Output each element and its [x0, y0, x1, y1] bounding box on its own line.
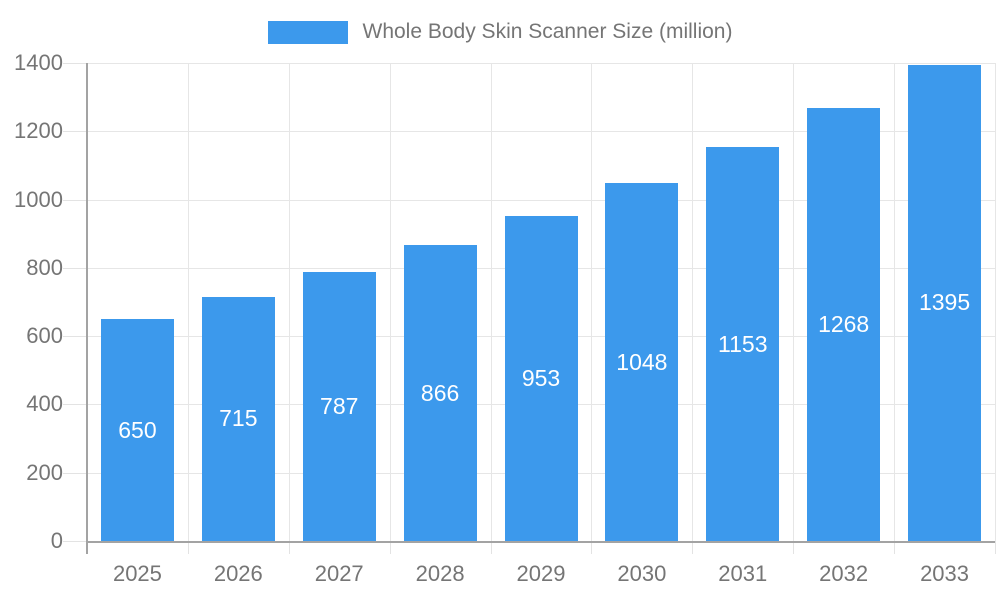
x-axis-tick-label: 2028: [415, 561, 465, 586]
x-axis-tick-label: 2032: [819, 561, 869, 586]
x-axis-tick: [793, 541, 795, 554]
x-axis-tick-label: 2031: [718, 561, 768, 586]
y-axis-tick: [63, 267, 87, 269]
y-axis-tick: [63, 404, 87, 406]
bar-value-label: 1153: [718, 330, 768, 357]
v-gridline: [591, 63, 593, 541]
bar-value-label: 866: [420, 379, 460, 406]
x-axis-tick-label: 2025: [112, 561, 162, 586]
x-axis-tick: [591, 541, 593, 554]
legend-label: Whole Body Skin Scanner Size (million): [362, 20, 733, 43]
x-axis-tick: [288, 541, 290, 554]
x-axis-tick-label: 2029: [516, 561, 566, 586]
x-axis-tick: [692, 541, 694, 554]
v-gridline: [490, 63, 492, 541]
x-axis-tick: [995, 541, 996, 554]
v-gridline: [692, 63, 694, 541]
y-axis-tick: [63, 63, 87, 64]
bar-2029: 953: [504, 215, 578, 541]
y-axis-tick: [63, 131, 87, 133]
y-axis-tick: [63, 472, 87, 474]
y-axis-tick-label: 1200: [14, 118, 63, 144]
bar-2030: 1048: [605, 183, 679, 541]
v-gridline: [894, 63, 896, 541]
v-gridline: [995, 63, 996, 541]
y-axis-tick-label: 200: [26, 459, 63, 485]
bar-2032: 1268: [807, 108, 881, 541]
y-axis-tick-label: 1000: [14, 186, 63, 212]
x-axis-line: [86, 541, 995, 543]
bar-2026: 715: [201, 296, 275, 541]
y-axis-tick: [63, 541, 87, 542]
bar-value-label: 1268: [818, 311, 870, 338]
y-axis-tick-label: 1400: [14, 50, 63, 75]
bar-value-label: 1048: [616, 348, 668, 375]
h-gridline: [87, 199, 995, 201]
y-axis-tick-label: 600: [26, 323, 63, 349]
y-axis-line: [86, 63, 88, 554]
chart-legend: Whole Body Skin Scanner Size (million): [0, 17, 1000, 47]
v-gridline: [187, 63, 189, 541]
x-axis-tick: [389, 541, 391, 554]
bar-2027: 787: [302, 272, 376, 541]
y-axis-tick-label: 0: [50, 528, 63, 553]
y-axis-tick-label: 400: [26, 391, 63, 417]
x-axis-tick: [490, 541, 492, 554]
bar-value-label: 953: [521, 364, 561, 391]
x-axis-tick: [187, 541, 189, 554]
x-axis-tick-label: 2033: [920, 561, 970, 586]
bar-value-label: 787: [320, 393, 359, 420]
y-axis-tick-label: 800: [26, 254, 63, 280]
legend-swatch: [267, 20, 348, 44]
v-gridline: [288, 63, 290, 541]
h-gridline: [87, 63, 995, 64]
bar-value-label: 715: [219, 405, 258, 432]
bar-value-label: 1395: [918, 289, 971, 316]
v-gridline: [793, 63, 795, 541]
bar-2033: 1395: [908, 64, 982, 541]
bar-2028: 866: [403, 245, 477, 541]
bar-value-label: 650: [118, 416, 157, 443]
y-axis-tick: [63, 336, 87, 338]
bar-2025: 650: [100, 319, 174, 541]
x-axis-tick-label: 2030: [617, 561, 667, 586]
x-axis-tick-label: 2027: [314, 561, 364, 586]
bar-2031: 1153: [706, 147, 780, 541]
x-axis-tick: [894, 541, 896, 554]
v-gridline: [389, 63, 391, 541]
h-gridline: [87, 131, 995, 133]
x-axis-tick-label: 2026: [213, 561, 263, 586]
y-axis-tick: [63, 199, 87, 201]
